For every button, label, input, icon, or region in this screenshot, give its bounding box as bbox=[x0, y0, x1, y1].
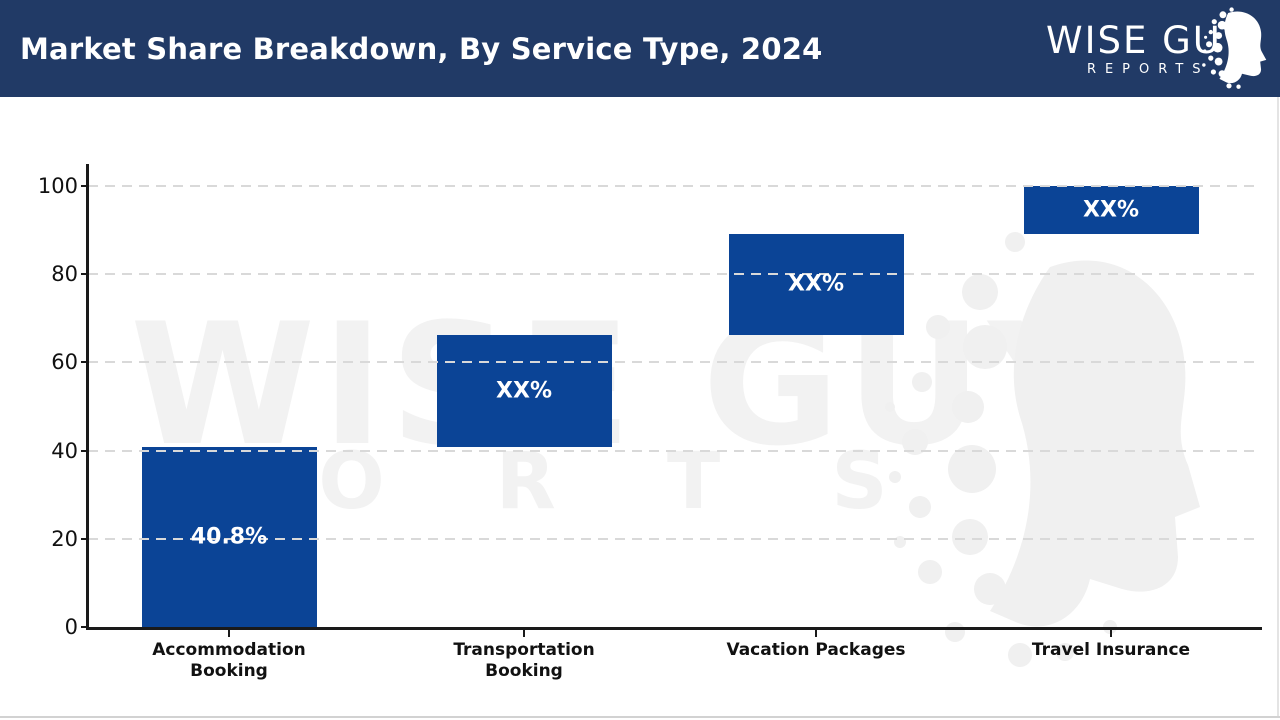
x-axis-category-label: Travel Insurance bbox=[1031, 640, 1191, 660]
gridline-60 bbox=[88, 361, 1258, 364]
bar-accommodation-booking bbox=[141, 447, 317, 627]
y-axis-tick bbox=[81, 361, 88, 364]
y-axis-tick-label: 40 bbox=[51, 438, 78, 463]
bar-transportation-booking bbox=[436, 335, 612, 448]
x-axis-category-label: Transportation Booking bbox=[453, 640, 595, 682]
logo-text: WISE GUY REPORTS bbox=[1046, 22, 1246, 77]
bar-travel-insurance bbox=[1023, 186, 1199, 234]
y-axis-tick-label: 80 bbox=[51, 262, 78, 287]
logo-subtext: REPORTS bbox=[1086, 62, 1210, 77]
bar-value-label: XX% bbox=[1083, 197, 1139, 223]
y-axis-tick-label: 0 bbox=[64, 615, 78, 639]
bar-value-label: 40.8% bbox=[190, 524, 268, 550]
wise-guy-reports-logo: WISE GUY REPORTS bbox=[1018, 4, 1268, 94]
gridline-80 bbox=[88, 273, 1258, 276]
bar-value-label: XX% bbox=[788, 271, 844, 297]
gridline-20 bbox=[88, 537, 1258, 540]
y-axis-line bbox=[86, 164, 89, 630]
y-axis-tick bbox=[81, 273, 88, 276]
right-edge-divider bbox=[1277, 97, 1279, 716]
logo-wordmark: WISE GUY bbox=[1046, 19, 1247, 62]
header-banner: Market Share Breakdown, By Service Type,… bbox=[0, 0, 1280, 97]
y-axis-tick bbox=[81, 449, 88, 452]
y-axis-tick-label: 20 bbox=[51, 526, 78, 551]
bar-value-label: XX% bbox=[496, 378, 552, 404]
gridline-100 bbox=[88, 185, 1258, 187]
x-axis-tick bbox=[228, 630, 230, 637]
bottom-divider bbox=[0, 716, 1280, 718]
y-axis-tick-label: 100 bbox=[37, 174, 78, 198]
x-axis-tick bbox=[1110, 630, 1112, 637]
x-axis-category-label: Vacation Packages bbox=[726, 640, 906, 660]
x-axis-tick bbox=[523, 630, 525, 637]
y-axis-tick-label: 60 bbox=[51, 350, 78, 375]
x-axis-category-label: Accommodation Booking bbox=[152, 640, 306, 682]
watermark-dotted-head-icon bbox=[885, 232, 1200, 667]
y-axis-tick bbox=[81, 537, 88, 540]
gridline-40 bbox=[88, 449, 1258, 452]
y-axis-tick bbox=[81, 185, 88, 187]
x-axis-line bbox=[86, 627, 1262, 630]
bar-vacation-packages bbox=[728, 233, 904, 336]
dotted-head-icon bbox=[1202, 7, 1267, 89]
page-title: Market Share Breakdown, By Service Type,… bbox=[20, 31, 823, 66]
x-axis-tick bbox=[815, 630, 817, 637]
y-axis-tick bbox=[81, 626, 88, 628]
